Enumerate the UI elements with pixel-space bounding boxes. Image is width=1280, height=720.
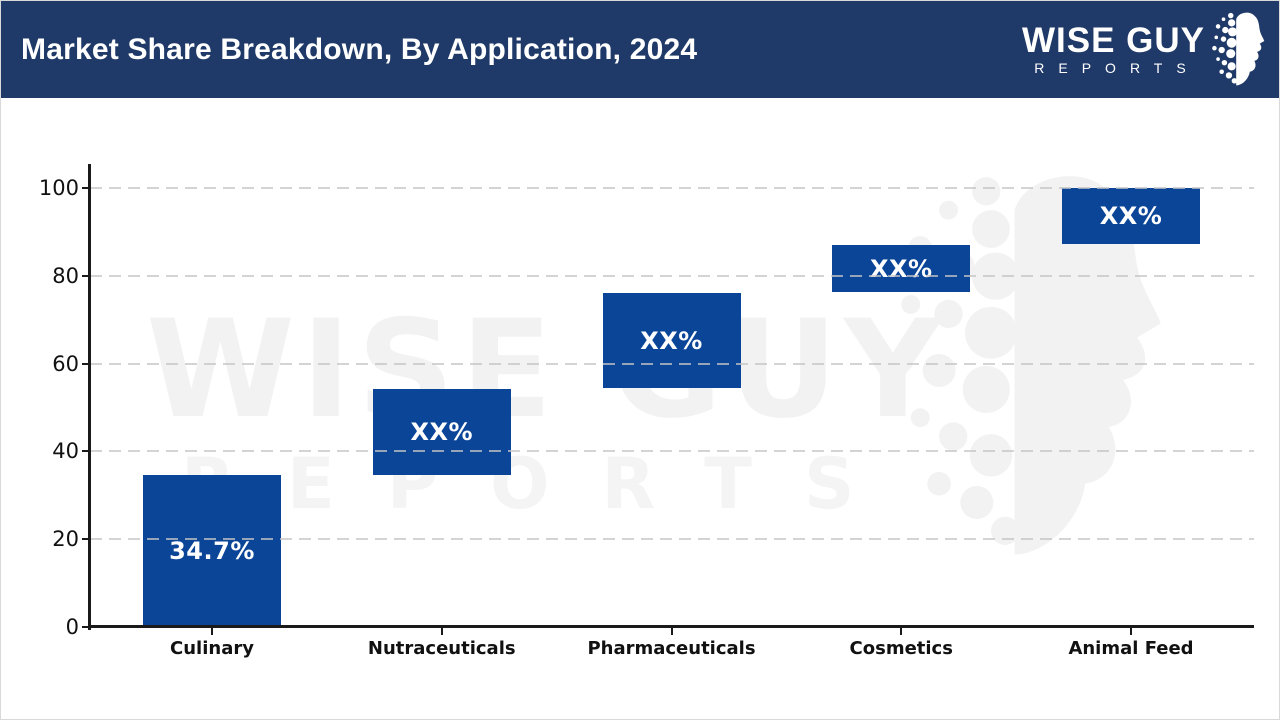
- category-label-nutraceuticals: Nutraceuticals: [367, 638, 516, 659]
- gridline-100: [90, 187, 1254, 189]
- gridline-80: [90, 274, 1254, 277]
- y-axis-tick-mark: [82, 626, 90, 628]
- x-axis-tick-mark: [670, 628, 673, 635]
- category-label-animal-feed: Animal Feed: [1068, 638, 1194, 659]
- bar-value-label: XX%: [869, 254, 933, 283]
- bar-value-label: 34.7%: [169, 536, 255, 565]
- logo: WISE GUY REPORTS: [1022, 10, 1267, 90]
- y-axis-tick-label: 100: [38, 176, 79, 200]
- bar-animal-feed: XX%: [1062, 188, 1200, 245]
- gridline-20: [90, 538, 1254, 541]
- y-axis-tick-mark: [82, 538, 90, 541]
- y-axis-tick-mark: [82, 187, 90, 189]
- bar-value-label: XX%: [410, 417, 474, 446]
- header-bar: Market Share Breakdown, By Application, …: [1, 1, 1279, 98]
- logo-subtitle: REPORTS: [1034, 59, 1200, 76]
- logo-text: WISE GUY REPORTS: [1021, 21, 1205, 76]
- category-label-culinary: Culinary: [170, 638, 254, 659]
- bar-value-label: XX%: [640, 326, 703, 355]
- logo-wordmark: WISE GUY: [1021, 21, 1205, 61]
- y-axis-tick-mark: [82, 450, 90, 453]
- bar-nutraceuticals: XX%: [372, 388, 511, 475]
- gridline-60: [90, 362, 1254, 365]
- y-axis-tick-label: 0: [65, 615, 79, 639]
- y-axis-spine: [88, 164, 91, 630]
- y-axis-tick-label: 20: [52, 527, 79, 552]
- bar-culinary: 34.7%: [143, 474, 281, 627]
- y-axis-tick-mark: [82, 274, 90, 277]
- category-label-cosmetics: Cosmetics: [849, 638, 953, 659]
- gridline-40: [90, 450, 1254, 453]
- x-axis-tick-mark: [440, 628, 443, 635]
- x-axis-tick-mark: [211, 628, 213, 635]
- bar-value-label: XX%: [1099, 202, 1163, 231]
- bar-cosmetics: XX%: [832, 245, 971, 293]
- y-axis-tick-label: 40: [52, 439, 79, 464]
- y-axis-tick-label: 60: [52, 351, 79, 376]
- bar-pharmaceuticals: XX%: [602, 292, 741, 389]
- x-axis-tick-mark: [900, 628, 903, 635]
- page-title: Market Share Breakdown, By Application, …: [21, 32, 698, 66]
- x-axis-tick-mark: [1130, 628, 1132, 635]
- y-axis-tick-label: 80: [52, 263, 79, 288]
- category-label-pharmaceuticals: Pharmaceuticals: [587, 638, 756, 659]
- y-axis-tick-mark: [82, 362, 90, 365]
- x-axis-spine: [88, 625, 1254, 628]
